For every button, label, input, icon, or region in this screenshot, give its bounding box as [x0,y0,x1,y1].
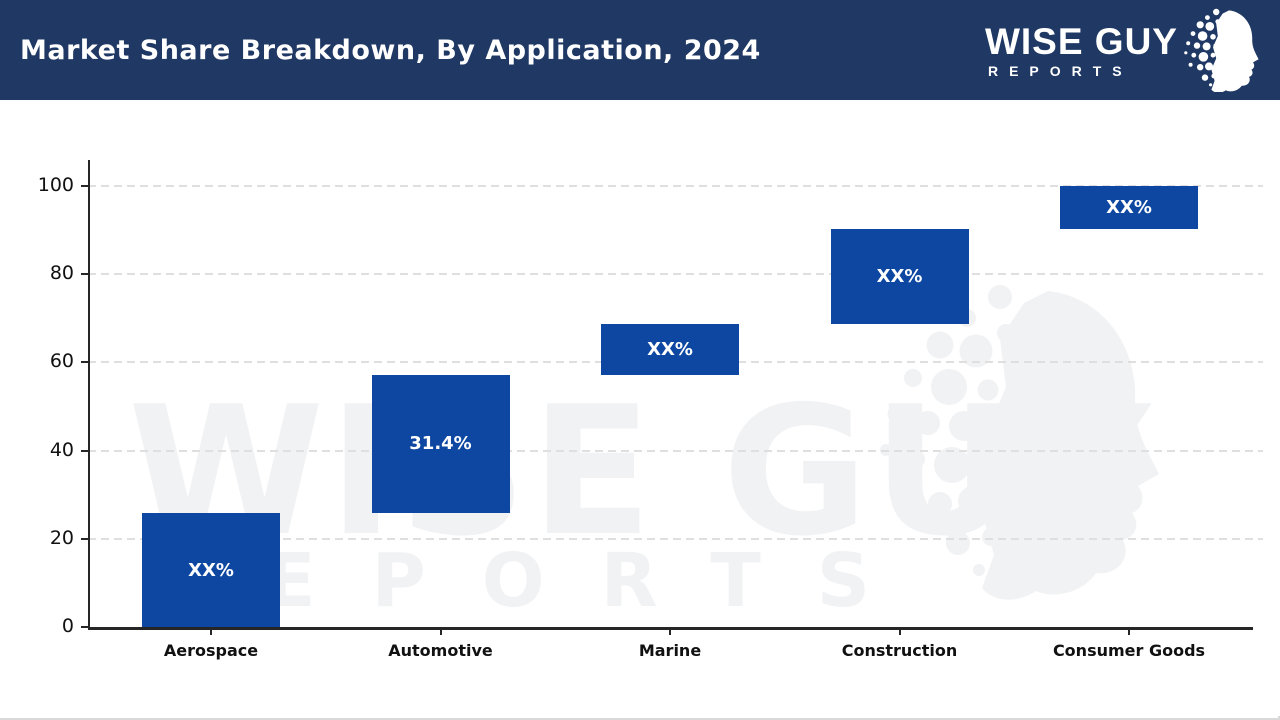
logo-text: WISE GUY REPORTS [985,23,1178,78]
x-tick-mark-5 [1128,627,1130,635]
dotted-face-logo-icon [1180,4,1262,96]
x-tick-mark-3 [669,627,671,635]
y-tick-label-40: 40 [49,438,74,461]
gridline-40 [88,449,1263,452]
bar-marine: XX% [601,324,739,375]
bar-consumer-goods: XX% [1060,186,1198,229]
y-tick-mark-100 [81,185,88,187]
y-tick-mark-60 [81,361,88,364]
y-tick-label-60: 60 [49,350,74,373]
y-tick-label-100: 100 [37,174,74,196]
x-tick-label-consumer-goods: Consumer Goods [1052,641,1206,660]
bar-value-label: XX% [647,339,693,361]
bar-aerospace: XX% [142,513,280,627]
bar-construction: XX% [830,228,969,325]
header-bar: Market Share Breakdown, By Application, … [0,0,1280,100]
logo-subtitle: REPORTS [987,62,1133,79]
page-title: Market Share Breakdown, By Application, … [20,34,761,66]
y-axis-line [88,160,90,629]
gridline-100 [88,185,1263,187]
x-tick-label-marine: Marine [638,641,702,660]
bar-value-label: XX% [188,559,234,581]
market-share-chart: WISE GUY REPORTS 0 20 40 60 80 100 XX% Aerospac… [0,100,1280,716]
x-tick-label-aerospace: Aerospace [163,641,259,660]
gridline-80 [88,273,1263,276]
y-tick-mark-0 [81,626,88,628]
y-tick-label-20: 20 [49,526,74,549]
wise-guy-reports-logo: WISE GUY REPORTS [985,4,1262,96]
y-tick-mark-20 [81,537,88,540]
x-tick-label-construction: Construction [841,641,958,660]
x-tick-mark-2 [439,627,442,635]
bar-automotive: 31.4% [371,374,510,514]
y-tick-mark-80 [81,273,88,276]
x-axis-line [88,627,1253,630]
bar-value-label: XX% [1106,196,1152,218]
watermark-face-icon [868,212,1168,656]
x-tick-label-automotive: Automotive [388,641,493,660]
bar-value-label: XX% [876,266,923,288]
y-tick-label-0: 0 [61,615,74,637]
logo-wordmark: WISE GUY [984,20,1178,62]
watermark-wordmark: WISE GUY [128,368,1154,575]
x-tick-mark-4 [898,627,901,635]
y-tick-label-80: 80 [49,262,74,285]
y-tick-mark-40 [81,449,88,452]
bar-value-label: 31.4% [409,433,472,455]
x-tick-mark-1 [210,627,212,635]
gridline-20 [88,537,1263,540]
